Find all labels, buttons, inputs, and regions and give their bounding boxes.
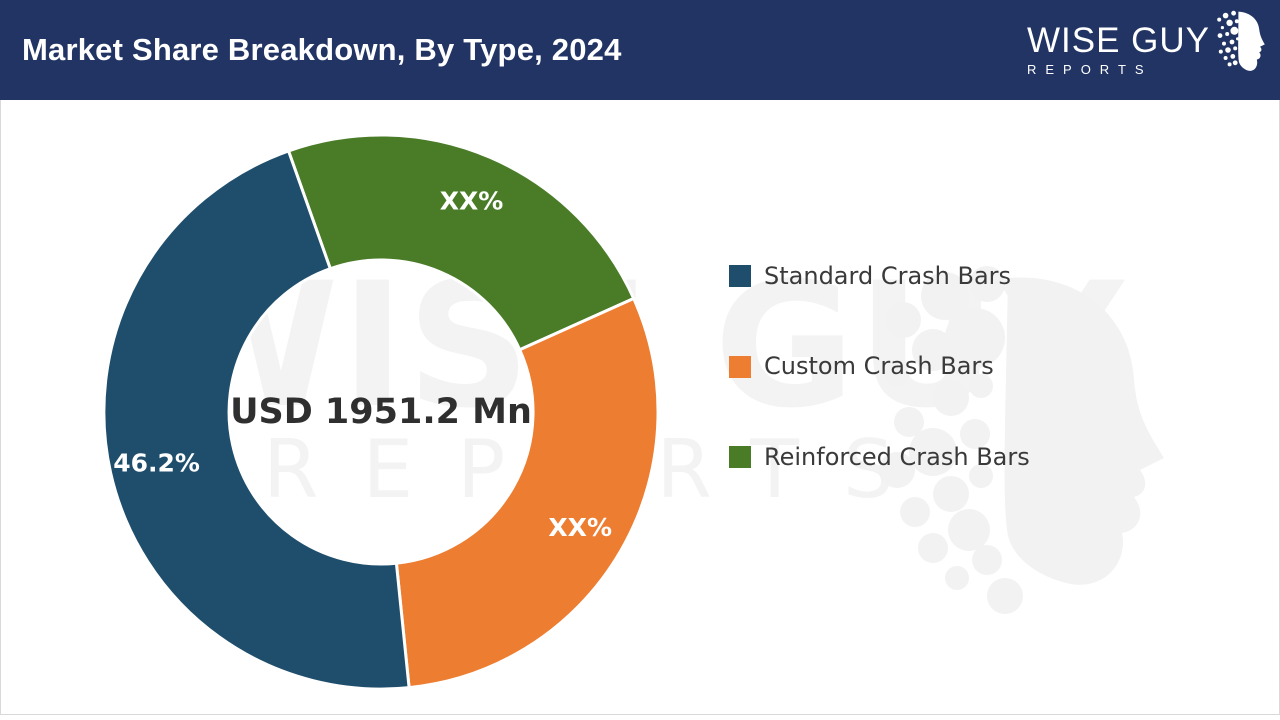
legend-label: Reinforced Crash Bars [764,442,1030,471]
legend-swatch-custom [729,355,751,378]
legend-item-standard[interactable]: Standard Crash Bars [729,263,1030,289]
donut-slice-reinforced[interactable] [286,133,636,352]
legend-swatch-reinforced [729,445,751,468]
header-bar: Market Share Breakdown, By Type, 2024 WI… [0,0,1280,100]
donut-slice-custom[interactable] [394,296,660,690]
legend-swatch-standard [729,265,751,288]
chart-card: WISE GUY REPORTS XX%XX%46.2% USD 1951.2 … [0,100,1280,715]
legend-item-reinforced[interactable]: Reinforced Crash Bars [729,442,1030,471]
page-title: Market Share Breakdown, By Type, 2024 [22,32,622,67]
logo-face-icon [1217,10,1265,71]
brand-logo: WISE GUY REPORTS [1026,8,1266,92]
chart-legend: Standard Crash Bars Custom Crash Bars Re… [729,263,1030,470]
legend-label: Custom Crash Bars [764,352,994,381]
legend-label: Standard Crash Bars [764,262,1012,290]
watermark-face-graphic [879,266,1164,614]
donut-chart-svg: XX% XX% 46.2% [102,133,660,691]
slice-percent-label-reinforced: XX% [440,187,504,216]
slice-percent-label-standard: 46.2% [113,448,200,477]
brand-subtitle: REPORTS [1026,62,1153,77]
legend-item-custom[interactable]: Custom Crash Bars [729,352,1030,381]
slice-percent-label-custom: XX% [548,513,612,542]
chart-center-value: USD 1951.2 Mn [230,392,532,432]
brand-name: WISE GUY [1026,21,1210,60]
brand-logo-text: WISE GUY REPORTS [1027,23,1210,77]
donut-slice-standard[interactable] [102,148,411,691]
